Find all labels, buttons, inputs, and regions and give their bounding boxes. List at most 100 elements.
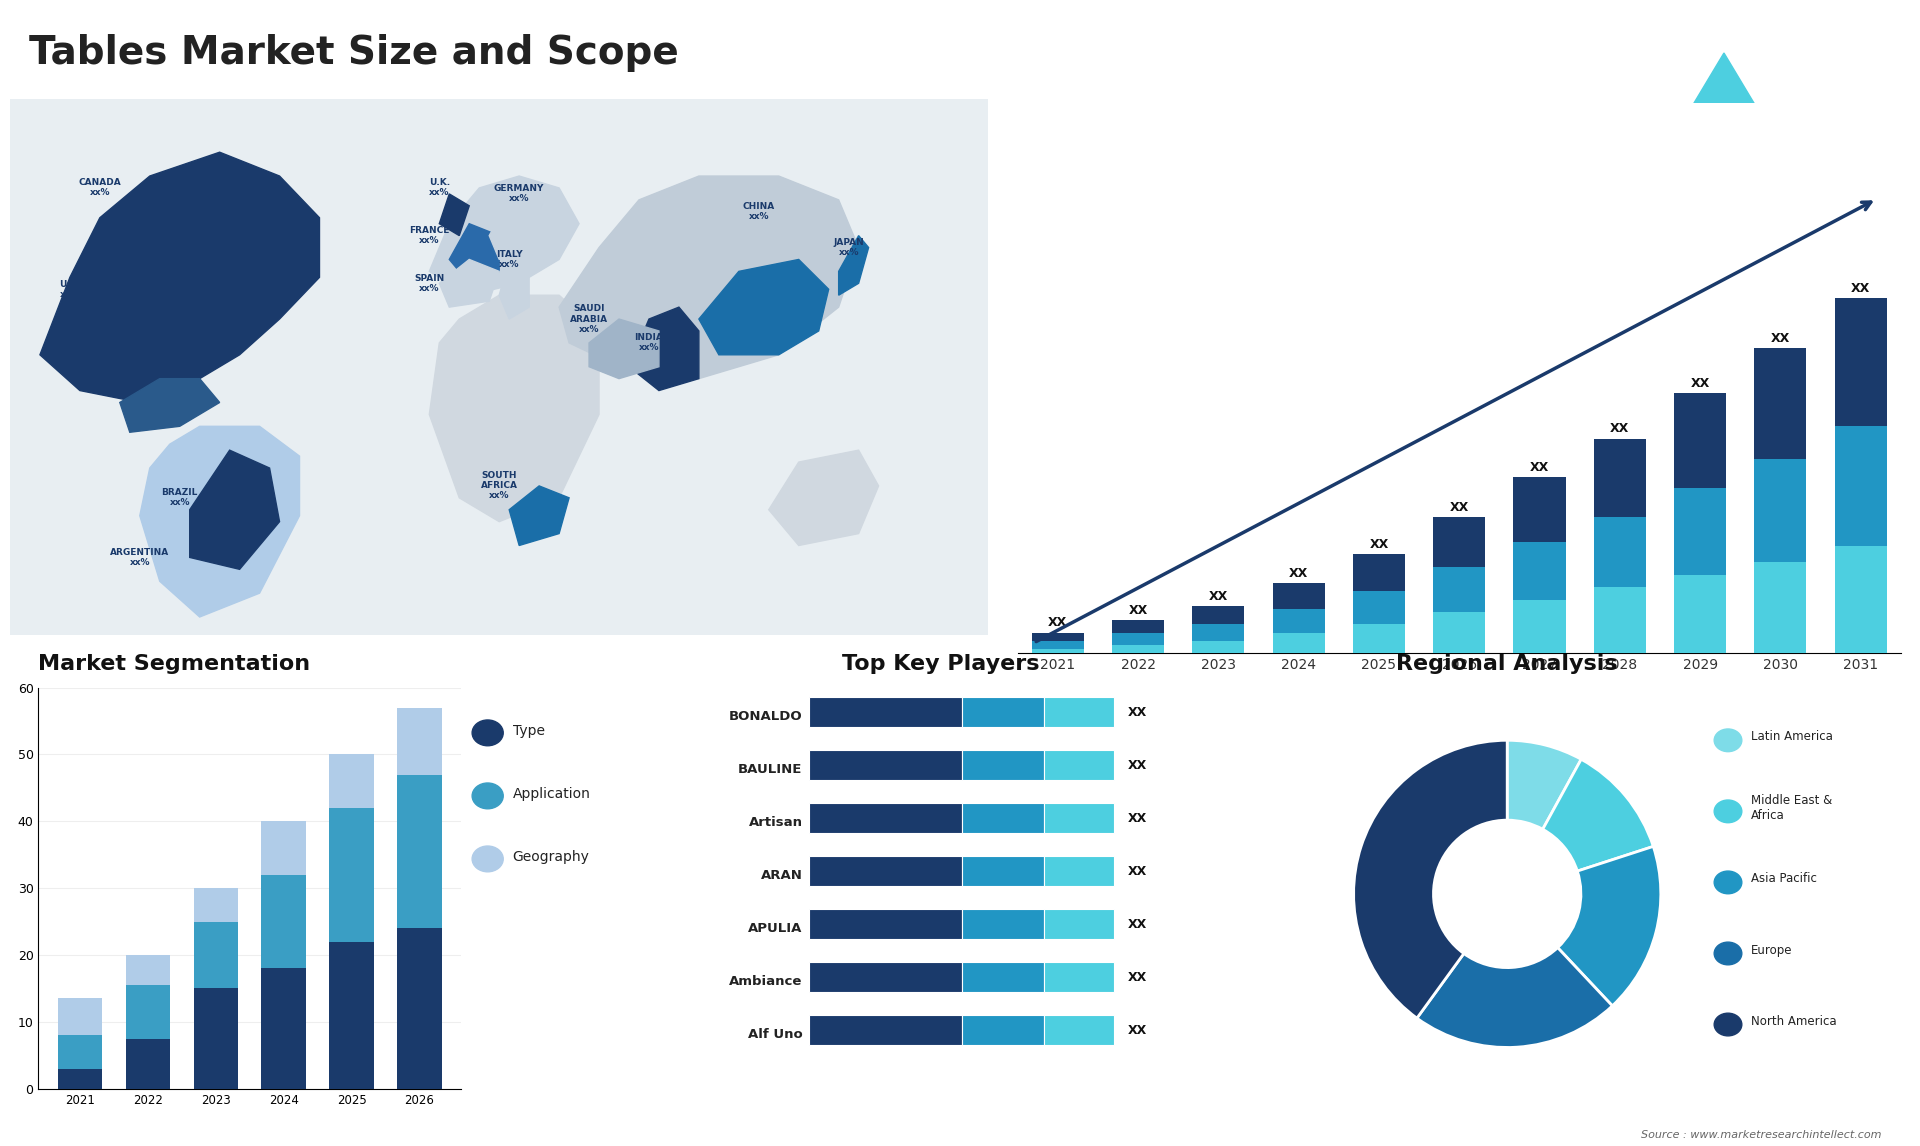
Text: XX: XX [1127,971,1146,983]
Bar [1354,555,1405,591]
Text: Middle East &
Africa: Middle East & Africa [1751,794,1832,822]
Circle shape [1715,729,1741,752]
Bar [1273,583,1325,610]
Text: XX: XX [1369,537,1388,551]
Text: GERMANY
xx%: GERMANY xx% [493,185,545,204]
Text: XX: XX [1127,918,1146,931]
Text: CHINA
xx%: CHINA xx% [743,202,776,221]
Text: Geography: Geography [513,850,589,864]
Text: Ambiance: Ambiance [730,975,803,988]
Circle shape [1715,800,1741,823]
Bar [810,751,962,780]
Polygon shape [440,259,499,307]
Bar [962,697,1044,727]
Bar [1044,1015,1114,1045]
Bar [1594,517,1645,587]
Polygon shape [699,259,829,355]
Bar [962,856,1044,886]
Text: MARKET
RESEARCH
INTELLECT: MARKET RESEARCH INTELLECT [1772,61,1826,93]
Text: U.K.
xx%: U.K. xx% [428,179,449,197]
Bar [1044,751,1114,780]
FancyBboxPatch shape [10,99,989,635]
Bar [58,1035,102,1068]
Bar [125,955,169,986]
Text: XX: XX [1127,811,1146,825]
Bar [397,775,442,928]
Bar [1112,620,1164,633]
Polygon shape [589,319,659,378]
Text: XX: XX [1851,282,1870,295]
Text: XX: XX [1611,423,1630,435]
Text: XX: XX [1127,865,1146,878]
Bar [1834,298,1887,426]
Polygon shape [430,296,599,521]
Text: Type: Type [513,724,545,738]
Bar [330,754,374,808]
Text: ARAN: ARAN [760,869,803,882]
Text: North America: North America [1751,1014,1837,1028]
Bar [1112,645,1164,653]
Bar [1044,963,1114,992]
Text: Latin America: Latin America [1751,730,1834,744]
Text: CANADA
xx%: CANADA xx% [79,179,121,197]
Bar [261,968,305,1089]
Bar [1031,649,1085,653]
Polygon shape [559,176,858,378]
Polygon shape [449,223,499,283]
Text: XX: XX [1530,461,1549,474]
Bar [397,707,442,775]
Bar [1112,633,1164,645]
Bar [261,874,305,968]
Text: Asia Pacific: Asia Pacific [1751,872,1816,886]
Bar [1192,641,1244,653]
Text: ARGENTINA
xx%: ARGENTINA xx% [109,548,169,567]
Text: Artisan: Artisan [749,816,803,829]
Bar [810,1015,962,1045]
Bar [1044,697,1114,727]
Bar [261,822,305,874]
Text: Market Segmentation: Market Segmentation [38,654,311,674]
Bar [962,963,1044,992]
Bar [1354,591,1405,625]
Bar [1674,575,1726,653]
Polygon shape [119,378,219,432]
Text: SOUTH
AFRICA
xx%: SOUTH AFRICA xx% [480,471,518,501]
Bar [1674,393,1726,488]
Bar [397,928,442,1089]
Text: U.S.
xx%: U.S. xx% [60,280,81,299]
Bar [330,808,374,942]
Polygon shape [430,176,580,296]
Bar [810,697,962,727]
Bar [58,998,102,1035]
Text: INDIA
xx%: INDIA xx% [634,333,664,353]
Text: Top Key Players: Top Key Players [843,654,1039,674]
Polygon shape [839,236,868,296]
Bar [962,803,1044,833]
Bar [1594,439,1645,517]
Text: XX: XX [1770,331,1789,345]
Circle shape [472,720,503,746]
Bar [1044,803,1114,833]
Bar [1755,563,1807,653]
Text: APULIA: APULIA [749,921,803,935]
Bar [810,910,962,939]
Text: ITALY
xx%: ITALY xx% [495,250,522,269]
Bar [1354,625,1405,653]
Bar [330,942,374,1089]
Circle shape [1715,871,1741,894]
Wedge shape [1557,847,1661,1006]
Wedge shape [1542,760,1653,871]
Wedge shape [1507,740,1582,830]
Text: XX: XX [1450,501,1469,513]
Polygon shape [499,259,530,319]
Bar [58,1068,102,1089]
Bar [1513,542,1565,599]
Bar [1834,426,1887,545]
Text: JAPAN
xx%: JAPAN xx% [833,238,864,257]
Text: XX: XX [1690,377,1709,390]
Text: SAUDI
ARABIA
xx%: SAUDI ARABIA xx% [570,305,609,333]
Text: Europe: Europe [1751,943,1793,957]
Bar [1755,460,1807,563]
Text: XX: XX [1210,590,1229,603]
Polygon shape [140,426,300,617]
